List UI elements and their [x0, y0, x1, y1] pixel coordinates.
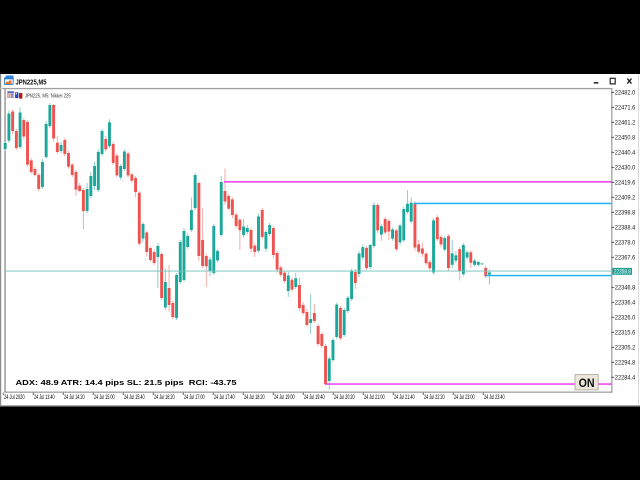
- svg-text:22336.4: 22336.4: [615, 301, 636, 307]
- svg-text:22482.0: 22482.0: [615, 91, 636, 97]
- svg-text:22440.4: 22440.4: [615, 151, 636, 157]
- svg-text:22315.6: 22315.6: [615, 331, 636, 337]
- svg-text:24 Jul 20:20: 24 Jul 20:20: [334, 394, 355, 401]
- svg-text:24 Jul 19:40: 24 Jul 19:40: [304, 394, 325, 401]
- svg-text:24 Jul 17:40: 24 Jul 17:40: [214, 394, 235, 401]
- svg-text:22430.0: 22430.0: [615, 166, 636, 172]
- svg-text:24 Jul 2020: 24 Jul 2020: [4, 394, 25, 401]
- svg-text:22378.0: 22378.0: [615, 241, 636, 247]
- svg-text:24 Jul 17:00: 24 Jul 17:00: [184, 394, 205, 401]
- svg-text:22294.8: 22294.8: [615, 361, 636, 367]
- svg-text:22461.2: 22461.2: [615, 121, 636, 127]
- svg-text:22398.8: 22398.8: [615, 211, 636, 217]
- svg-text:22367.6: 22367.6: [615, 256, 636, 262]
- svg-text:24 Jul 21:40: 24 Jul 21:40: [394, 394, 415, 401]
- svg-text:JPN225,M5: JPN225,M5: [16, 77, 47, 86]
- svg-text:ON: ON: [579, 378, 595, 390]
- svg-text:22305.2: 22305.2: [615, 346, 636, 352]
- svg-text:24 Jul 23:40: 24 Jul 23:40: [484, 394, 505, 401]
- svg-text:24 Jul 13:40: 24 Jul 13:40: [34, 394, 55, 401]
- svg-text:JPN225, M5: Nikkei 225: JPN225, M5: Nikkei 225: [25, 94, 71, 100]
- svg-text:22471.6: 22471.6: [615, 106, 636, 112]
- svg-text:24 Jul 19:00: 24 Jul 19:00: [274, 394, 295, 401]
- svg-text:22450.8: 22450.8: [615, 136, 636, 142]
- svg-text:24 Jul 18:20: 24 Jul 18:20: [244, 394, 265, 401]
- svg-text:22284.4: 22284.4: [615, 376, 636, 382]
- svg-text:22419.6: 22419.6: [615, 181, 636, 187]
- svg-text:24 Jul 23:00: 24 Jul 23:00: [454, 394, 475, 401]
- svg-text:24 Jul 15:40: 24 Jul 15:40: [124, 394, 145, 401]
- svg-text:ADX: 48.9 ATR: 14.4 pips SL: 2: ADX: 48.9 ATR: 14.4 pips SL: 21.5 pips R…: [16, 378, 237, 387]
- svg-text:22388.4: 22388.4: [615, 226, 636, 232]
- svg-text:24 Jul 21:00: 24 Jul 21:00: [364, 394, 385, 401]
- svg-text:24 Jul 14:20: 24 Jul 14:20: [64, 394, 85, 401]
- svg-text:22346.8: 22346.8: [615, 286, 636, 292]
- svg-text:24 Jul 15:00: 24 Jul 15:00: [94, 394, 115, 401]
- svg-text:24 Jul 22:20: 24 Jul 22:20: [424, 394, 445, 401]
- svg-text:22358.8: 22358.8: [614, 269, 632, 275]
- svg-text:22326.0: 22326.0: [615, 316, 636, 322]
- svg-text:24 Jul 16:20: 24 Jul 16:20: [154, 394, 175, 401]
- svg-text:22409.2: 22409.2: [615, 196, 636, 202]
